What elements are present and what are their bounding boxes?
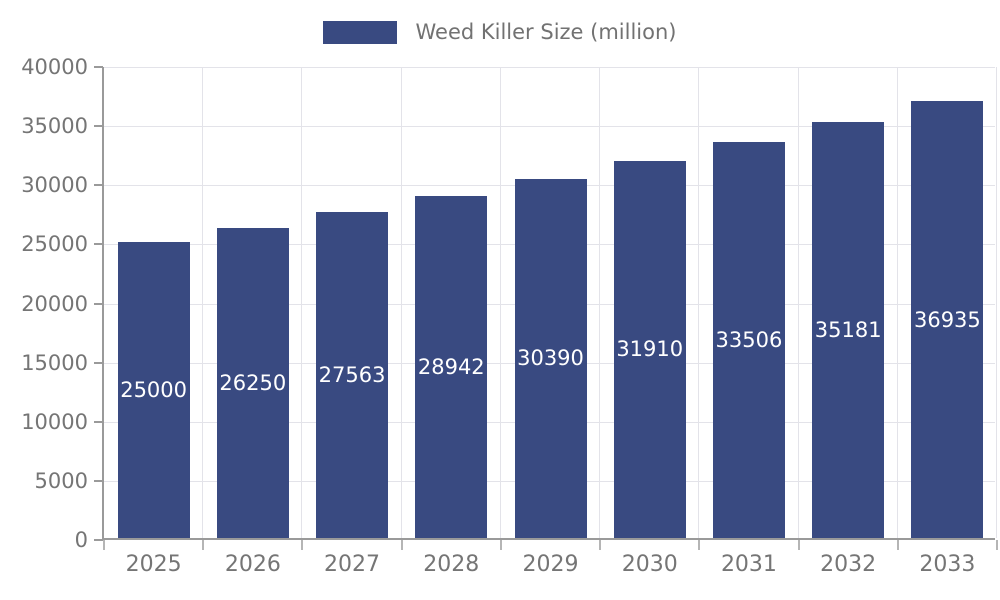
x-tick-label: 2028 bbox=[423, 552, 480, 577]
x-tick-mark bbox=[400, 540, 403, 550]
vertical-gridline bbox=[301, 67, 303, 538]
y-tick-mark bbox=[94, 184, 103, 187]
legend-swatch bbox=[323, 20, 398, 44]
y-tick-mark bbox=[94, 479, 103, 482]
bar bbox=[712, 141, 785, 538]
bar bbox=[812, 122, 885, 538]
bar-value-label: 30390 bbox=[517, 346, 584, 371]
x-tick-mark bbox=[698, 540, 701, 550]
y-tick-label: 10000 bbox=[21, 409, 88, 434]
y-tick-label: 20000 bbox=[21, 291, 88, 316]
vertical-gridline bbox=[400, 67, 402, 538]
x-tick-label: 2025 bbox=[125, 552, 182, 577]
x-tick-mark bbox=[202, 540, 205, 550]
x-tick-mark bbox=[103, 540, 105, 550]
y-tick-mark bbox=[94, 243, 103, 246]
vertical-gridline bbox=[698, 67, 700, 538]
y-tick-label: 0 bbox=[74, 528, 88, 552]
x-tick-label: 2032 bbox=[820, 552, 877, 577]
bar bbox=[216, 227, 289, 538]
y-tick-label: 5000 bbox=[34, 468, 88, 493]
chart-legend[interactable]: Weed Killer Size (million) bbox=[0, 20, 1000, 44]
y-tick-mark bbox=[94, 539, 103, 541]
x-tick-label: 2031 bbox=[720, 552, 777, 577]
horizontal-gridline bbox=[104, 67, 995, 68]
y-tick-mark bbox=[94, 125, 103, 128]
y-tick-label: 40000 bbox=[21, 55, 88, 79]
legend-label: Weed Killer Size (million) bbox=[415, 20, 677, 44]
horizontal-gridline bbox=[104, 126, 995, 128]
x-tick-label: 2030 bbox=[621, 552, 678, 577]
bar-value-label: 36935 bbox=[913, 307, 981, 332]
y-tick-label: 25000 bbox=[21, 232, 88, 257]
bar-value-label: 33506 bbox=[715, 327, 783, 352]
bar-value-label: 31910 bbox=[616, 337, 684, 362]
vertical-gridline bbox=[499, 67, 501, 538]
bar-value-label: 25000 bbox=[120, 378, 188, 403]
y-tick-label: 15000 bbox=[21, 350, 88, 375]
vertical-gridline bbox=[599, 67, 601, 538]
bar-value-label: 27563 bbox=[318, 363, 386, 388]
x-tick-mark bbox=[301, 540, 304, 550]
bar-value-label: 28942 bbox=[417, 354, 485, 379]
x-tick-mark bbox=[896, 540, 899, 550]
bar bbox=[613, 160, 686, 538]
y-tick-label: 35000 bbox=[21, 114, 88, 139]
x-tick-mark bbox=[599, 540, 602, 550]
bar-value-label: 35181 bbox=[814, 318, 882, 342]
bar bbox=[316, 212, 389, 538]
y-tick-mark bbox=[94, 302, 103, 305]
bar bbox=[911, 101, 984, 538]
vertical-gridline bbox=[996, 67, 997, 538]
x-tick-mark bbox=[996, 540, 998, 550]
plot-area: 0 5000 10000 15000 20000 25000 30000 35000 40000… bbox=[21, 55, 998, 577]
x-tick-label: 2029 bbox=[522, 552, 579, 577]
bar bbox=[415, 195, 488, 538]
bar bbox=[117, 242, 190, 538]
vertical-gridline bbox=[202, 67, 204, 538]
bar bbox=[514, 178, 587, 538]
x-tick-mark bbox=[499, 540, 502, 550]
vertical-gridline bbox=[896, 67, 898, 538]
y-tick-mark bbox=[94, 420, 103, 423]
x-tick-mark bbox=[797, 540, 800, 550]
x-tick-label: 2026 bbox=[224, 552, 281, 577]
x-tick-label: 2027 bbox=[324, 552, 381, 577]
vertical-gridline bbox=[797, 67, 799, 538]
y-tick-mark bbox=[94, 66, 103, 68]
y-tick-mark bbox=[94, 361, 103, 364]
y-tick-label: 30000 bbox=[21, 173, 88, 198]
bar-value-label: 26250 bbox=[219, 370, 287, 395]
x-tick-label: 2033 bbox=[919, 552, 976, 577]
